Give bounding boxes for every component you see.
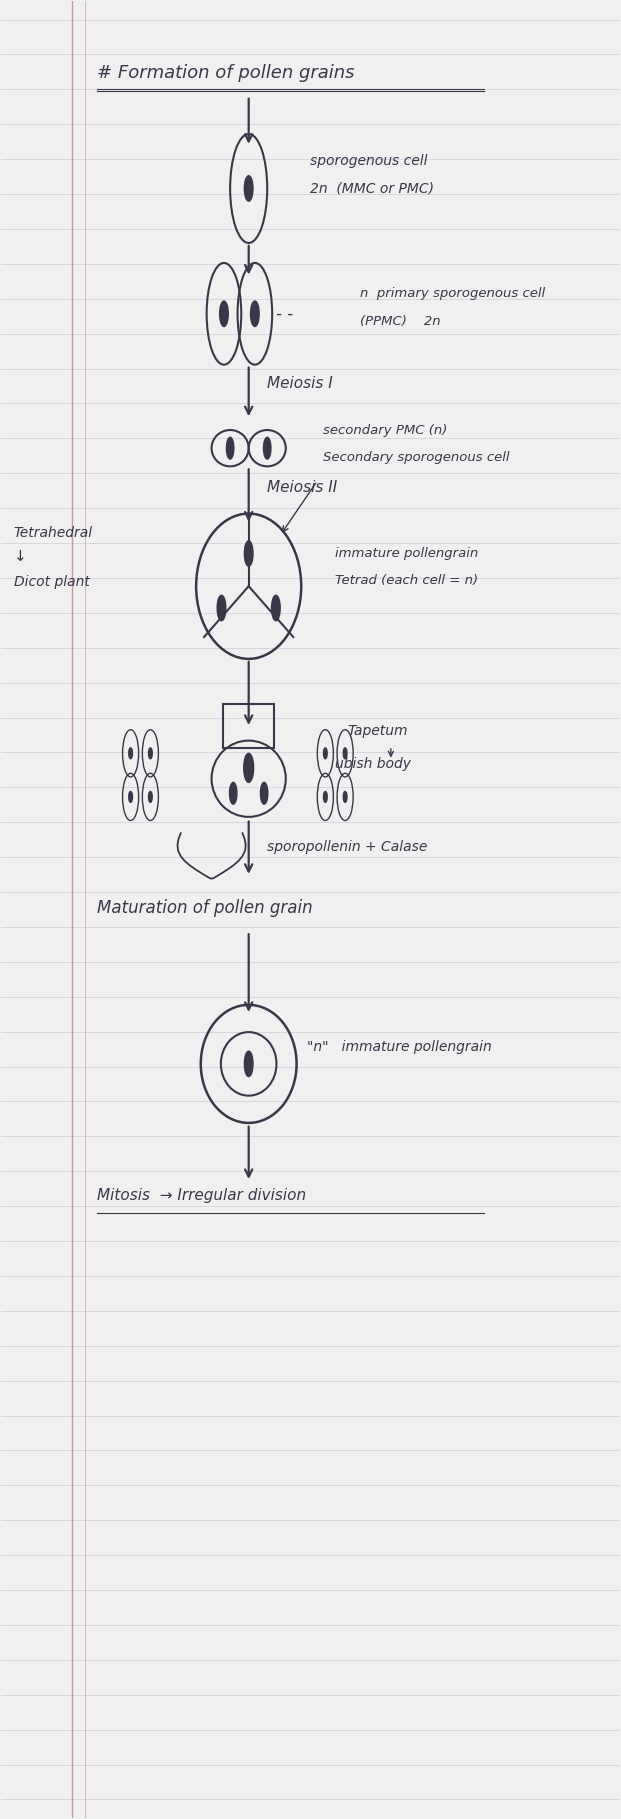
Text: ↓: ↓	[14, 549, 27, 564]
Circle shape	[260, 782, 268, 804]
Text: sporopollenin + Calase: sporopollenin + Calase	[267, 840, 428, 855]
Circle shape	[244, 176, 253, 202]
Circle shape	[148, 791, 152, 802]
Text: Meiosis I: Meiosis I	[267, 377, 333, 391]
Text: Tetrad (each cell = n): Tetrad (each cell = n)	[335, 575, 478, 588]
Circle shape	[324, 748, 327, 759]
Text: # Formation of pollen grains: # Formation of pollen grains	[97, 64, 355, 82]
Circle shape	[129, 791, 132, 802]
Circle shape	[271, 595, 280, 620]
Circle shape	[343, 748, 347, 759]
Text: Mitosis  → Irregular division: Mitosis → Irregular division	[97, 1188, 306, 1202]
Text: Secondary sporogenous cell: Secondary sporogenous cell	[323, 451, 509, 464]
Text: Dicot plant: Dicot plant	[14, 575, 89, 589]
Circle shape	[217, 595, 226, 620]
Text: 2n  (MMC or PMC): 2n (MMC or PMC)	[310, 182, 435, 195]
Circle shape	[324, 791, 327, 802]
Text: sporogenous cell: sporogenous cell	[310, 155, 428, 167]
Circle shape	[220, 302, 229, 326]
Circle shape	[148, 748, 152, 759]
Circle shape	[343, 791, 347, 802]
Text: secondary PMC (n): secondary PMC (n)	[323, 424, 447, 437]
Circle shape	[263, 437, 271, 458]
Circle shape	[244, 1051, 253, 1077]
Circle shape	[129, 748, 132, 759]
Circle shape	[244, 540, 253, 566]
Circle shape	[243, 753, 253, 782]
Text: immature pollengrain: immature pollengrain	[335, 548, 478, 560]
Text: n  primary sporogenous cell: n primary sporogenous cell	[360, 287, 545, 300]
Text: (PPMC)    2n: (PPMC) 2n	[360, 315, 440, 327]
Text: Tapetum: Tapetum	[348, 724, 408, 739]
Text: - -: - -	[276, 306, 294, 324]
Text: ubish body: ubish body	[335, 757, 411, 771]
Text: Maturation of pollen grain: Maturation of pollen grain	[97, 899, 313, 917]
Circle shape	[227, 437, 234, 458]
Text: Tetrahedral: Tetrahedral	[14, 526, 93, 540]
Circle shape	[230, 782, 237, 804]
Text: Meiosis II: Meiosis II	[267, 480, 337, 495]
Circle shape	[250, 302, 259, 326]
Text: "n"   immature pollengrain: "n" immature pollengrain	[307, 1040, 492, 1055]
